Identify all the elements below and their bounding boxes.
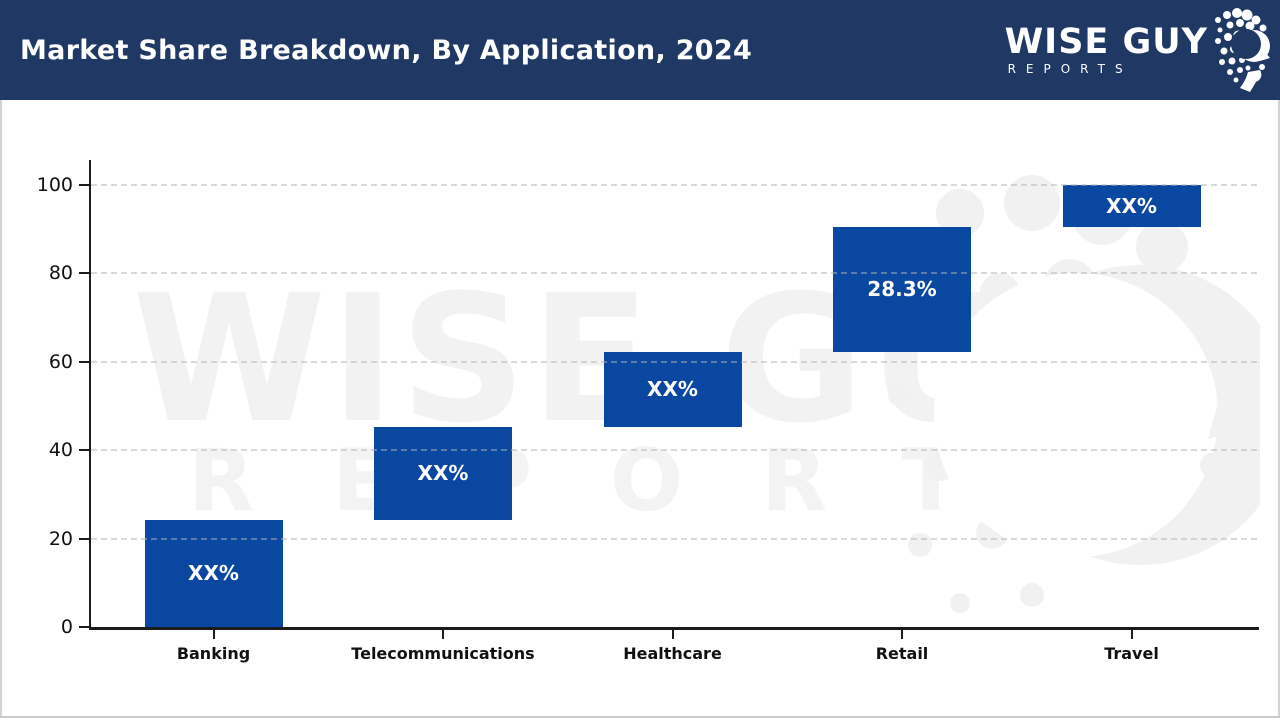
bar-value-label-healthcare: XX% <box>647 377 698 402</box>
y-tick-20 <box>79 537 89 540</box>
y-tick-label-80: 80 <box>48 262 73 285</box>
chart-title: Market Share Breakdown, By Application, … <box>20 34 753 66</box>
bar-telecommunications: XX% <box>374 427 512 520</box>
page-border-left <box>0 100 2 716</box>
page-border-bottom <box>0 716 1280 718</box>
bar-value-label-telecommunications: XX% <box>417 461 469 486</box>
brand-logo-text: WISE GUY REPORTS <box>1005 24 1208 76</box>
page-border-right <box>1278 100 1280 716</box>
y-tick-label-0: 0 <box>60 616 73 638</box>
y-tick-label-20: 20 <box>48 527 73 550</box>
x-tick-travel <box>1130 630 1133 639</box>
brand-face-icon <box>1215 8 1270 92</box>
y-tick-60 <box>79 360 89 363</box>
gridline-100 <box>91 184 1257 186</box>
y-tick-80 <box>79 272 89 275</box>
y-tick-40 <box>79 449 89 452</box>
bar-banking: XX% <box>144 519 283 627</box>
chart-plot-area: 0 20 40 60 80 100 XX% XX% XX% 28.3% XX% Banking Tele… <box>37 160 1259 663</box>
brand-logo: WISE GUY REPORTS <box>1005 4 1270 96</box>
bar-healthcare: XX% <box>603 351 742 428</box>
gridline-20 <box>91 537 1257 540</box>
bar-value-label-banking: XX% <box>188 561 239 586</box>
x-tick-healthcare <box>671 630 674 639</box>
y-tick-100 <box>79 184 89 186</box>
header-bar: Market Share Breakdown, By Application, … <box>0 0 1280 100</box>
x-axis-label-banking: Banking <box>176 644 251 663</box>
y-tick-label-60: 60 <box>48 350 73 373</box>
bar-travel: XX% <box>1062 185 1201 227</box>
bar-retail: 28.3% <box>833 226 971 352</box>
y-tick-label-40: 40 <box>48 439 73 462</box>
gridline-80 <box>91 272 1257 275</box>
x-axis-label-healthcare: Healthcare <box>623 644 722 663</box>
brand-name: WISE GUY <box>1004 22 1208 63</box>
gridline-40 <box>91 449 1257 452</box>
x-tick-telecommunications <box>442 630 444 639</box>
x-axis-label-travel: Travel <box>1104 644 1159 663</box>
bar-value-label-retail: 28.3% <box>867 277 937 302</box>
bar-value-label-travel: XX% <box>1106 193 1157 218</box>
brand-subtitle: REPORTS <box>1007 61 1133 76</box>
x-axis-label-retail: Retail <box>875 644 929 663</box>
x-tick-retail <box>901 630 903 639</box>
y-tick-label-100: 100 <box>36 174 73 196</box>
y-tick-0 <box>79 626 89 628</box>
gridline-60 <box>91 360 1257 363</box>
x-axis-label-telecommunications: Telecommunications <box>351 644 535 663</box>
x-tick-banking <box>212 630 215 639</box>
